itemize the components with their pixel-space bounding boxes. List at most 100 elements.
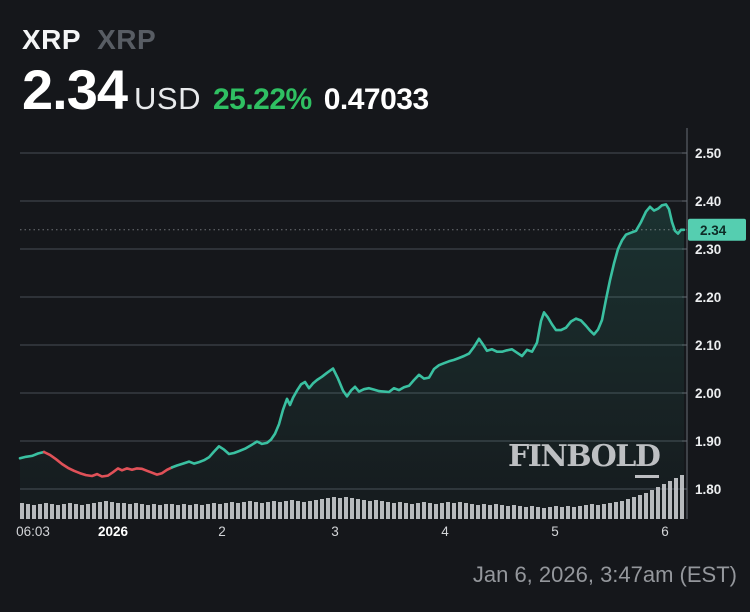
symbol-row: XRP XRP	[22, 24, 156, 56]
x-axis-label: 5	[551, 524, 559, 539]
volume-bar	[350, 498, 354, 519]
volume-bar	[62, 504, 66, 519]
volume-bar	[482, 504, 486, 519]
volume-bar	[236, 503, 240, 519]
volume-bar	[596, 505, 600, 519]
x-axis-labels: 06:03 2026 2 3 4 5 6	[16, 524, 669, 539]
volume-bar	[200, 505, 204, 519]
y-axis-label: 1.90	[695, 434, 721, 449]
volume-bar	[212, 503, 216, 519]
volume-bar	[512, 505, 516, 519]
price-change-absolute: 0.47033	[323, 83, 429, 116]
volume-bar	[416, 503, 420, 519]
volume-bar	[470, 504, 474, 519]
volume-bar	[170, 504, 174, 519]
price-row: 2.34 USD 25.22% 0.47033	[22, 62, 429, 118]
y-axis-label: 1.80	[695, 482, 721, 497]
volume-bar	[674, 478, 678, 519]
x-axis-label: 2	[218, 524, 226, 539]
volume-bar	[650, 490, 654, 519]
volume-bar	[452, 503, 456, 519]
volume-bar	[68, 503, 72, 519]
volume-bar	[536, 507, 540, 519]
x-axis-label: 6	[661, 524, 669, 539]
volume-bar	[464, 503, 468, 519]
volume-bar	[128, 504, 132, 519]
volume-bar	[272, 501, 276, 519]
timestamp: Jan 6, 2026, 3:47am (EST)	[472, 562, 737, 587]
watermark-text: FINBOL	[508, 439, 636, 474]
volume-bar	[164, 504, 168, 519]
y-axis-label: 2.20	[695, 290, 721, 305]
price-currency: USD	[134, 81, 201, 116]
volume-bar	[638, 495, 642, 519]
volume-bar	[176, 505, 180, 519]
volume-bar	[542, 508, 546, 519]
volume-bar	[302, 502, 306, 519]
volume-bar	[158, 505, 162, 519]
volume-bar	[362, 500, 366, 519]
volume-bar	[386, 502, 390, 519]
volume-bar	[110, 502, 114, 519]
price-line-up	[170, 203, 686, 469]
volume-bar	[614, 502, 618, 519]
volume-bar	[428, 503, 432, 519]
current-price: 2.34	[22, 58, 128, 121]
volume-bar	[356, 499, 360, 519]
price-chart[interactable]: 2.50 2.40 2.30 2.20 2.10 2.00 1.90 1.80 2.34 06:0…	[0, 0, 750, 560]
volume-bar	[248, 501, 252, 519]
volume-bar	[374, 500, 378, 519]
symbol-secondary: XRP	[97, 24, 157, 55]
volume-bar	[134, 503, 138, 519]
symbol-primary: XRP	[22, 24, 82, 55]
volume-bar	[608, 503, 612, 519]
x-axis-label: 2026	[98, 524, 129, 539]
volume-bar	[554, 506, 558, 519]
volume-bar	[260, 503, 264, 519]
volume-bar	[434, 504, 438, 519]
y-axis-label: 2.50	[695, 146, 721, 161]
volume-bar	[218, 504, 222, 519]
volume-bar	[632, 497, 636, 519]
volume-bar	[332, 497, 336, 519]
x-axis-label: 06:03	[16, 524, 50, 539]
volume-bar	[74, 504, 78, 519]
volume-bar	[578, 506, 582, 519]
volume-bar	[308, 501, 312, 519]
volume-bar	[92, 503, 96, 519]
volume-bar	[56, 505, 60, 519]
y-axis-label: 2.10	[695, 338, 721, 353]
volume-bar	[620, 501, 624, 519]
volume-bar	[152, 504, 156, 519]
volume-bar	[476, 505, 480, 519]
volume-bar	[680, 475, 684, 519]
current-price-badge	[688, 218, 746, 241]
volume-bar	[146, 505, 150, 519]
volume-bar	[32, 505, 36, 519]
x-axis-label: 4	[441, 524, 449, 539]
volume-bar	[422, 502, 426, 519]
volume-bar	[410, 504, 414, 519]
volume-bar	[116, 503, 120, 519]
volume-bar	[656, 487, 660, 519]
volume-bar	[314, 500, 318, 519]
volume-bar	[458, 502, 462, 519]
volume-bar	[488, 505, 492, 519]
volume-bar	[626, 499, 630, 519]
volume-bar	[518, 506, 522, 519]
volume-bar	[494, 504, 498, 519]
price-line-up	[18, 450, 46, 460]
y-axis-label: 2.30	[695, 242, 721, 257]
volume-bar	[548, 507, 552, 519]
volume-bar	[104, 501, 108, 519]
volume-bar	[590, 504, 594, 519]
volume-bar	[404, 503, 408, 519]
volume-bar	[368, 501, 372, 519]
volume-bar	[242, 502, 246, 519]
volume-bar	[572, 507, 576, 519]
volume-bar	[44, 503, 48, 519]
volume-bar	[86, 504, 90, 519]
volume-bar	[254, 502, 258, 519]
volume-bar	[296, 501, 300, 519]
volume-bar	[266, 502, 270, 519]
